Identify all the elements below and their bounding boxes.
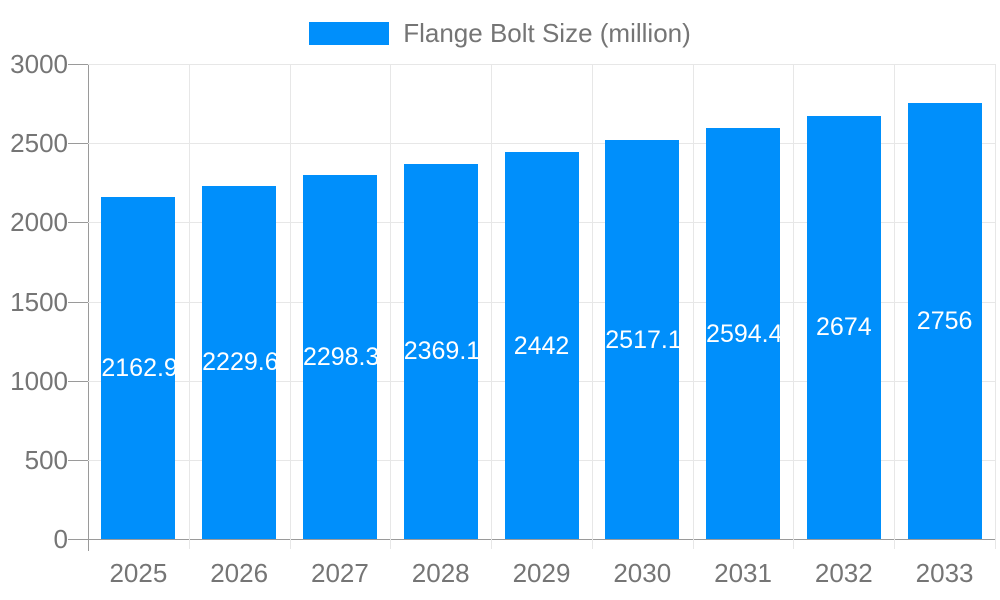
h-gridline <box>88 64 995 65</box>
bar-2030[interactable]: 2517.1 <box>605 140 682 539</box>
y-tick-label: 500 <box>24 444 68 475</box>
v-gridline <box>289 64 291 549</box>
v-gridline <box>591 64 593 549</box>
y-axis-line <box>88 64 89 551</box>
x-tick-label: 2026 <box>210 558 269 588</box>
y-tick-label: 3000 <box>10 49 68 79</box>
y-tick-label: 0 <box>53 524 68 554</box>
y-axis-tick <box>68 143 88 145</box>
bar-value-label: 2517.1 <box>605 325 682 354</box>
y-tick-label: 1500 <box>10 286 68 317</box>
x-tick-label: 2033 <box>915 558 974 588</box>
bar-value-label: 2442 <box>513 331 570 360</box>
x-tick-label: 2032 <box>814 558 873 588</box>
y-tick-label: 1000 <box>10 365 68 396</box>
bar-value-label: 2229.6 <box>202 348 279 377</box>
v-gridline <box>793 64 795 549</box>
y-axis-tick <box>68 301 88 303</box>
v-gridline <box>692 64 694 549</box>
legend-swatch <box>309 21 390 45</box>
legend[interactable]: Flange Bolt Size (million) <box>0 16 1000 50</box>
y-axis-tick <box>68 222 88 224</box>
y-tick-label: 2000 <box>10 207 68 238</box>
plot-area: 2162.9 2229.6 2298.3 2369.1 2442 2517.1 2594.4… <box>88 64 996 549</box>
v-gridline <box>894 64 896 549</box>
y-axis-tick <box>68 539 88 540</box>
bar-2031[interactable]: 2594.4 <box>706 128 783 539</box>
v-gridline <box>188 64 190 549</box>
bar-value-label: 2298.3 <box>302 343 380 372</box>
bar-2025[interactable]: 2162.9 <box>101 196 178 539</box>
h-gridline <box>88 143 995 145</box>
y-axis-tick <box>68 459 88 461</box>
v-gridline <box>491 64 493 549</box>
x-axis-baseline <box>88 539 995 540</box>
x-tick-label: 2031 <box>714 558 772 588</box>
bar-2027[interactable]: 2298.3 <box>302 175 380 539</box>
x-tick-label: 2029 <box>512 558 571 588</box>
legend-label: Flange Bolt Size (million) <box>403 17 691 48</box>
x-tick-label: 2025 <box>109 558 168 588</box>
x-tick-label: 2030 <box>613 558 672 588</box>
bar-2033[interactable]: 2756 <box>907 102 982 539</box>
bar-value-label: 2369.1 <box>403 337 481 366</box>
v-gridline <box>995 64 996 549</box>
y-axis-tick <box>68 380 88 382</box>
bar-value-label: 2756 <box>916 306 973 335</box>
x-tick-label: 2028 <box>411 558 470 588</box>
y-tick-label: 2500 <box>10 128 68 159</box>
bar-value-label: 2162.9 <box>101 353 178 382</box>
v-gridline <box>390 64 392 549</box>
bar-2026[interactable]: 2229.6 <box>202 185 279 539</box>
y-axis-tick <box>68 64 88 65</box>
bar-2028[interactable]: 2369.1 <box>403 163 481 539</box>
x-tick-label: 2027 <box>311 558 369 588</box>
bar-value-label: 2674 <box>816 313 872 342</box>
bar-2032[interactable]: 2674 <box>806 115 881 539</box>
bar-value-label: 2594.4 <box>706 319 783 348</box>
bar-2029[interactable]: 2442 <box>504 152 579 539</box>
